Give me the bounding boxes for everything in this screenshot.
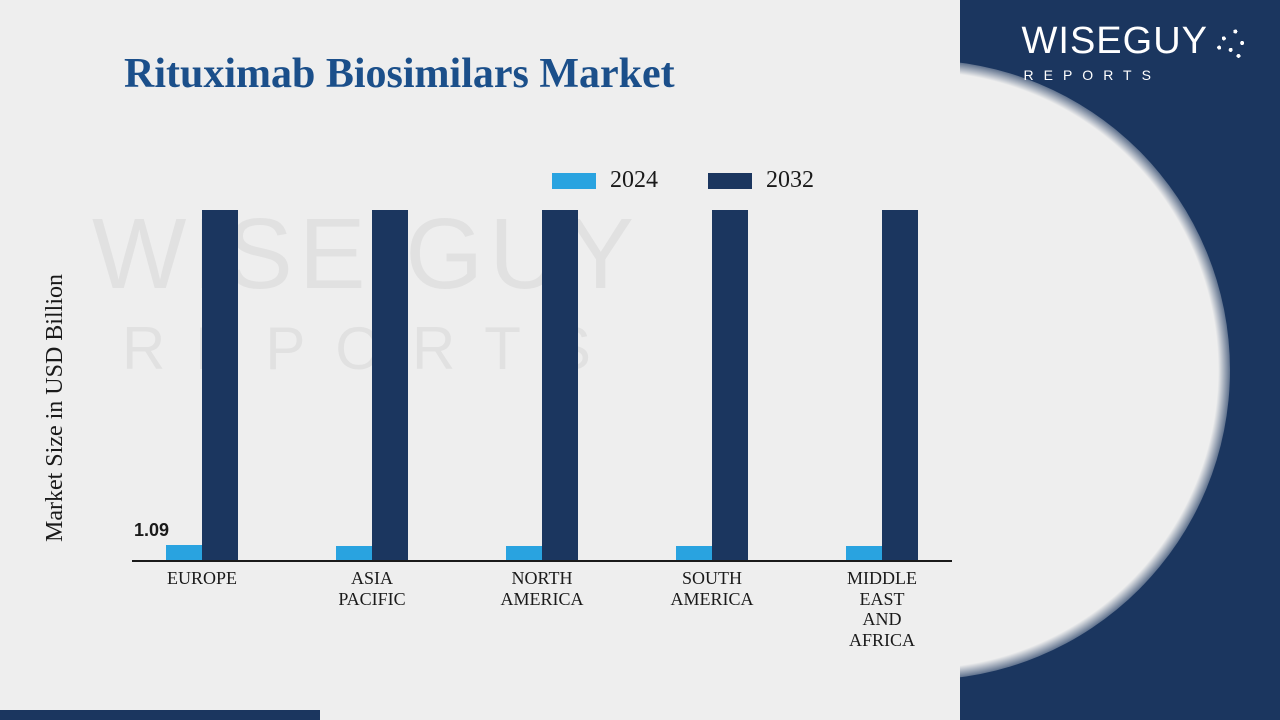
brand-logo: WISEGUY REPORTS (1022, 20, 1256, 82)
bar-pair (676, 210, 748, 560)
bar-2024 (336, 546, 372, 560)
value-label: 1.09 (134, 520, 169, 541)
legend-label-2024: 2024 (610, 167, 658, 194)
x-axis-baseline (132, 560, 952, 562)
legend-item-2032: 2032 (708, 167, 814, 194)
legend-label-2032: 2032 (766, 167, 814, 194)
bar-2032 (372, 210, 408, 560)
bar-pair (846, 210, 918, 560)
bar-2032 (712, 210, 748, 560)
right-panel (960, 0, 1280, 720)
legend: 2024 2032 (552, 167, 814, 194)
category-label: ASIAPACIFIC (302, 568, 442, 609)
legend-swatch-2024 (552, 173, 596, 189)
brand-text-wise: WISE (1022, 20, 1123, 62)
bar-2032 (202, 210, 238, 560)
brand-dots-icon (1210, 20, 1256, 66)
brand-text-guy: GUY (1123, 20, 1208, 62)
category-label: MIDDLEEASTANDAFRICA (812, 568, 952, 651)
bar-2032 (882, 210, 918, 560)
legend-swatch-2032 (708, 173, 752, 189)
legend-item-2024: 2024 (552, 167, 658, 194)
bar-2024 (676, 546, 712, 560)
bar-2024 (166, 545, 202, 560)
bar-pair (166, 210, 238, 560)
bar-pair (506, 210, 578, 560)
bottom-accent-strip (0, 710, 320, 720)
chart-title: Rituximab Biosimilars Market (124, 50, 675, 98)
category-label: NORTHAMERICA (472, 568, 612, 609)
bar-2024 (506, 546, 542, 560)
plot-area: EUROPEASIAPACIFICNORTHAMERICASOUTHAMERIC… (132, 212, 952, 562)
chart-card: Rituximab Biosimilars Market WISE GUYREP… (12, 12, 960, 708)
category-label: SOUTHAMERICA (642, 568, 782, 609)
brand-subtext: REPORTS (1022, 68, 1256, 82)
bar-pair (336, 210, 408, 560)
bar-2024 (846, 546, 882, 560)
category-label: EUROPE (132, 568, 272, 589)
y-axis-label: Market Size in USD Billion (42, 274, 69, 542)
bar-2032 (542, 210, 578, 560)
